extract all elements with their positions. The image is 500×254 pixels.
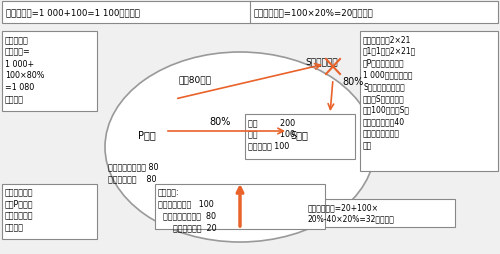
Text: 少数股东损益=100×20%=20（万元）: 少数股东损益=100×20%=20（万元） [254, 8, 374, 18]
FancyBboxPatch shape [2, 2, 498, 24]
Text: 合并净利润=1 000+100=1 100（万元）: 合并净利润=1 000+100=1 100（万元） [6, 8, 140, 18]
Text: S公司原股东: S公司原股东 [305, 57, 338, 66]
FancyBboxPatch shape [245, 115, 355, 159]
Text: 借：长期股权投资 80
贷：银行存款    80: 借：长期股权投资 80 贷：银行存款 80 [108, 161, 158, 183]
Ellipse shape [105, 53, 375, 242]
Text: 抵销分录:
借：所有者权益   100
  贷：长期股权投资  80
      少数股东权益  20: 抵销分录: 借：所有者权益 100 贷：长期股权投资 80 少数股东权益 20 [158, 187, 216, 231]
FancyBboxPatch shape [2, 32, 97, 112]
Text: S公司: S公司 [290, 130, 308, 139]
Text: 少数股东权益=20+100×
20%-40×20%=32（万元）: 少数股东权益=20+100× 20%-40×20%=32（万元） [308, 202, 395, 223]
FancyBboxPatch shape [2, 184, 97, 239]
Text: 80%: 80% [342, 77, 363, 87]
Text: 归属于母公
司净利润=
1 000+
100×80%
=1 080
（万元）: 归属于母公 司净利润= 1 000+ 100×80% =1 080 （万元） [5, 36, 44, 104]
FancyBboxPatch shape [305, 199, 455, 227]
FancyBboxPatch shape [360, 32, 498, 171]
FancyBboxPatch shape [155, 184, 325, 229]
Text: 80%: 80% [210, 117, 231, 126]
Text: 合并报表所有
者是P公司投
资者和少数股
东投资者: 合并报表所有 者是P公司投 资者和少数股 东投资者 [5, 187, 34, 231]
Text: P公司: P公司 [138, 130, 156, 139]
Text: 付款80万元: 付款80万元 [178, 75, 212, 84]
Text: 资产         200
负债         100
所有者权益 100: 资产 200 负债 100 所有者权益 100 [248, 118, 295, 150]
Text: 假定合并日为2×21
年1月1日，2×21年
度P公司实现净利润
1 000万元（扣除从
S公司分得的现金股
利），S公司实现净
利润100万元，S公
司分配现: 假定合并日为2×21 年1月1日，2×21年 度P公司实现净利润 1 000万元… [363, 35, 416, 150]
